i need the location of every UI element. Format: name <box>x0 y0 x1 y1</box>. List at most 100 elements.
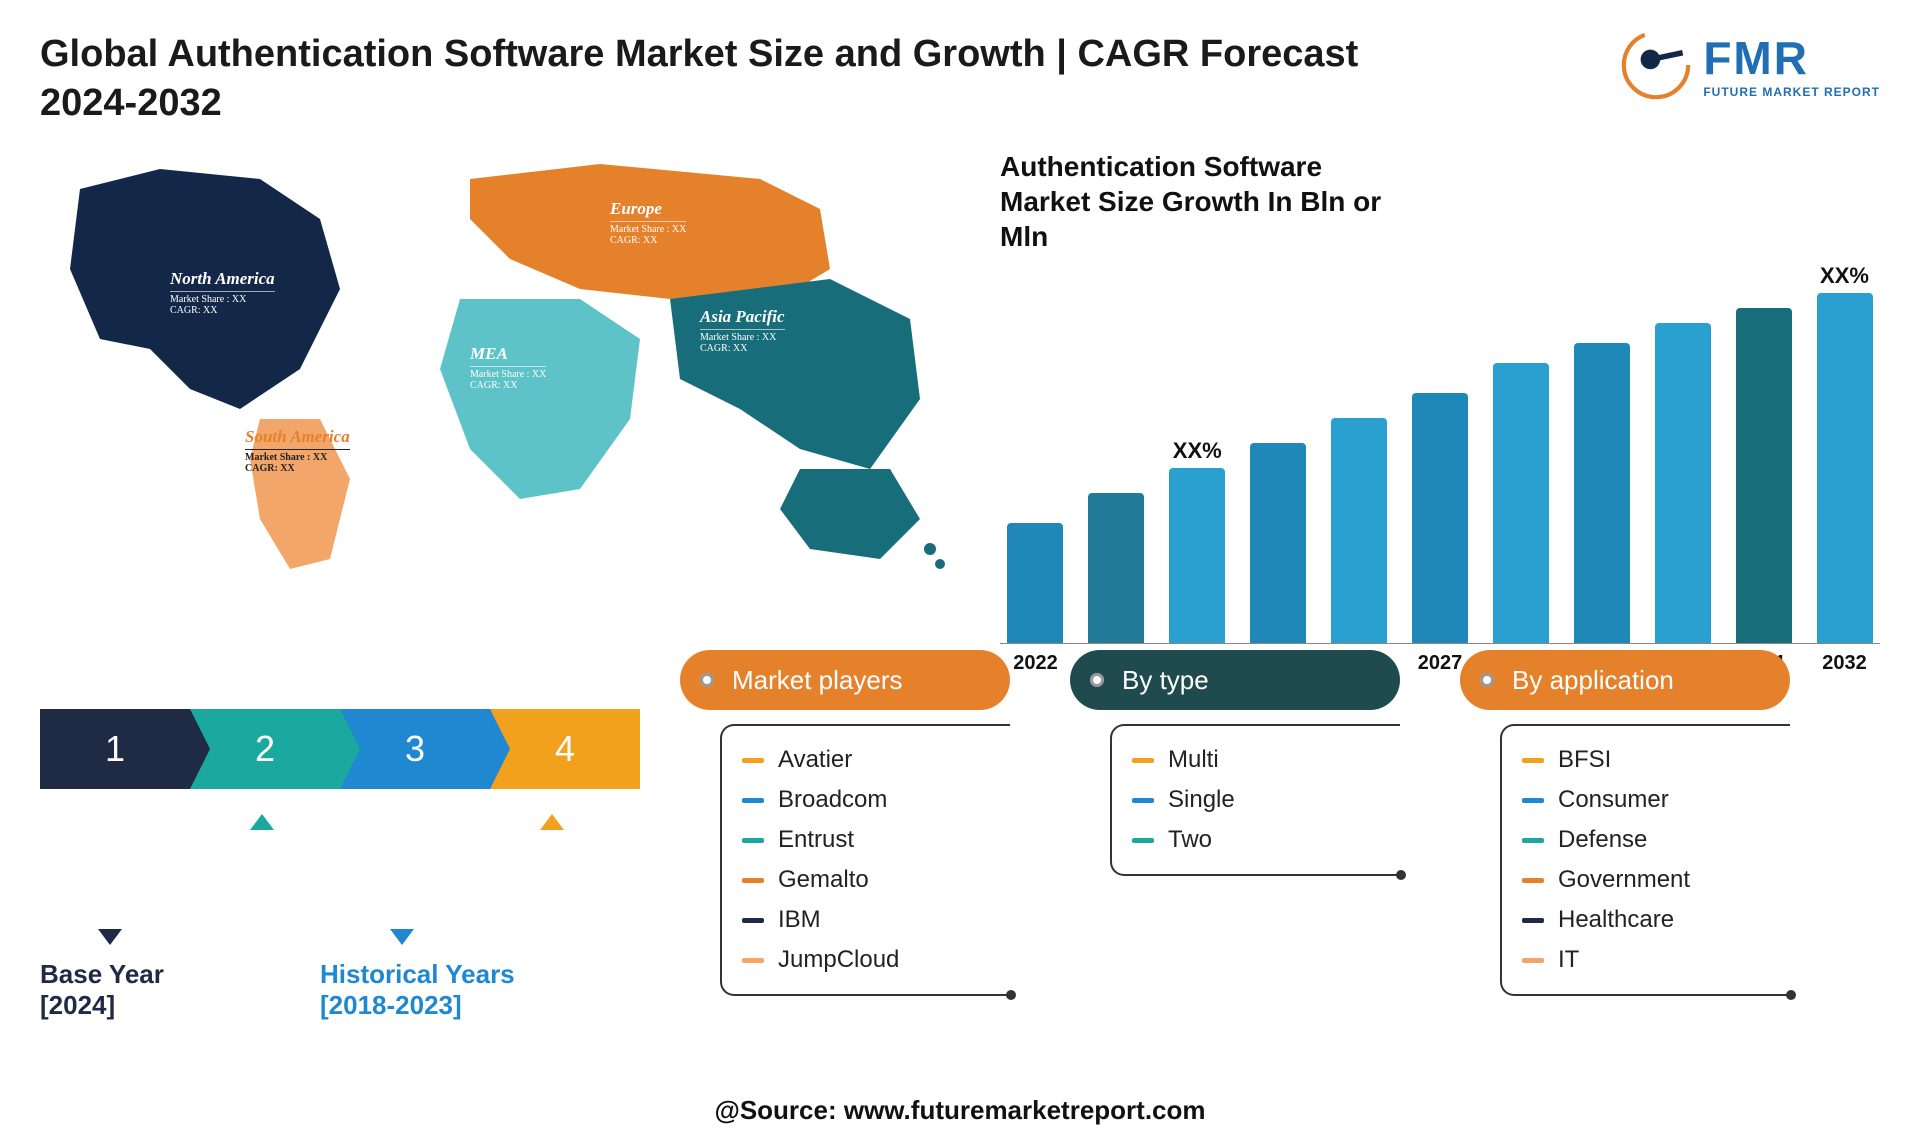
category-title: By type <box>1122 665 1209 696</box>
bar <box>1493 363 1549 643</box>
category-item: Healthcare <box>1522 900 1790 940</box>
title-line-2: 2024-2032 <box>40 82 222 124</box>
dash-icon <box>1522 758 1544 763</box>
bar-chart: XX% XX% <box>1000 264 1880 644</box>
category: By applicationBFSIConsumerDefenseGovernm… <box>1460 650 1790 996</box>
category-item: IT <box>1522 940 1790 980</box>
dash-icon <box>1132 798 1154 803</box>
dash-icon <box>1132 758 1154 763</box>
category-pill: By application <box>1460 650 1790 710</box>
pointer-down-icon <box>390 929 414 945</box>
category-title: Market players <box>732 665 903 696</box>
map-label-sa: South America Market Share : XXCAGR: XX <box>245 427 350 474</box>
map-label-na: North America Market Share : XXCAGR: XX <box>170 269 275 316</box>
bar-wrap <box>1647 293 1718 643</box>
category-item-label: Single <box>1168 786 1235 814</box>
bar-annotation: XX% <box>1820 263 1869 287</box>
bar <box>1736 308 1792 643</box>
dash-icon <box>742 918 764 923</box>
category-item: Entrust <box>742 820 1010 860</box>
dash-icon <box>742 958 764 963</box>
map-label-ap: Asia Pacific Market Share : XXCAGR: XX <box>700 307 785 354</box>
category-item: Defense <box>1522 820 1790 860</box>
timeline-step: 4 <box>490 709 640 789</box>
category-item-label: Gemalto <box>778 866 869 894</box>
timeline: Forecast Years[2024-2032] CAGRXX%% 1234 … <box>40 709 640 789</box>
dash-icon <box>742 798 764 803</box>
category-items: BFSIConsumerDefenseGovernmentHealthcareI… <box>1522 740 1790 980</box>
category-item: Gemalto <box>742 860 1010 900</box>
bar-wrap: XX% <box>1162 438 1233 643</box>
dash-icon <box>1522 958 1544 963</box>
bullet-icon <box>1090 673 1104 687</box>
category-item: Multi <box>1132 740 1400 780</box>
header: Global Authentication Software Market Si… <box>40 30 1880 129</box>
categories: Market players Avatier Broadcom Entrust Gema… <box>680 650 1790 996</box>
category-item: Two <box>1132 820 1400 860</box>
chart-title: Authentication Software Market Size Grow… <box>1000 149 1420 254</box>
category-pill: Market players <box>680 650 1010 710</box>
tl-historical-label: Historical Years[2018-2023] <box>320 959 515 1021</box>
bullet-icon <box>700 673 714 687</box>
category: Market players Avatier Broadcom Entrust Gema… <box>680 650 1010 996</box>
page-title: Global Authentication Software Market Si… <box>40 30 1358 129</box>
dash-icon <box>742 838 764 843</box>
bar-annotation: XX% <box>1173 438 1222 462</box>
category-item-label: JumpCloud <box>778 946 899 974</box>
category-item: Government <box>1522 860 1790 900</box>
bar-wrap <box>1405 363 1476 643</box>
category-item-label: Two <box>1168 826 1212 854</box>
category-item-label: IBM <box>778 906 821 934</box>
bar <box>1331 418 1387 643</box>
logo-icon <box>1621 30 1691 100</box>
timeline-step: 1 <box>40 709 190 789</box>
bar-wrap <box>1324 388 1395 643</box>
bar-wrap <box>1485 333 1556 643</box>
dash-icon <box>1132 838 1154 843</box>
category-item-label: Defense <box>1558 826 1647 854</box>
category-item-label: Multi <box>1168 746 1219 774</box>
pointer-down-icon <box>98 929 122 945</box>
world-map: North America Market Share : XXCAGR: XX … <box>40 149 960 579</box>
category-bracket: Avatier Broadcom Entrust Gemalto IBM JumpClou… <box>720 724 1010 996</box>
bullet-icon <box>1480 673 1494 687</box>
timeline-step: 3 <box>340 709 490 789</box>
bar-wrap <box>1728 278 1799 643</box>
dash-icon <box>742 878 764 883</box>
category-bracket: BFSIConsumerDefenseGovernmentHealthcareI… <box>1500 724 1790 996</box>
bar <box>1250 443 1306 643</box>
logo-sub: FUTURE MARKET REPORT <box>1703 85 1880 99</box>
bar-wrap <box>1566 313 1637 643</box>
category-item-label: Entrust <box>778 826 854 854</box>
timeline-step: 2 <box>190 709 340 789</box>
title-line-1: Global Authentication Software Market Si… <box>40 33 1358 75</box>
category-item-label: Avatier <box>778 746 852 774</box>
map-label-eu: Europe Market Share : XXCAGR: XX <box>610 199 686 246</box>
category-bracket: Multi Single Two <box>1110 724 1400 876</box>
bar <box>1007 523 1063 643</box>
bar <box>1574 343 1630 643</box>
category-item-label: Broadcom <box>778 786 887 814</box>
category-item: Single <box>1132 780 1400 820</box>
category-item-label: Healthcare <box>1558 906 1674 934</box>
dash-icon <box>1522 838 1544 843</box>
category-item: Consumer <box>1522 780 1790 820</box>
bar-wrap: XX% <box>1809 263 1880 643</box>
tl-base-label: Base Year[2024] <box>40 959 164 1021</box>
pointer-up-icon <box>250 814 274 830</box>
category-items: Avatier Broadcom Entrust Gemalto IBM JumpClou… <box>742 740 1010 980</box>
category-item-label: Government <box>1558 866 1690 894</box>
bar <box>1169 468 1225 643</box>
bar <box>1088 493 1144 643</box>
category-item: JumpCloud <box>742 940 1010 980</box>
bar-wrap <box>1081 463 1152 643</box>
bar-year-label: 2032 <box>1809 652 1880 675</box>
category-item: Avatier <box>742 740 1010 780</box>
category-item-label: Consumer <box>1558 786 1669 814</box>
dash-icon <box>1522 878 1544 883</box>
bar <box>1817 293 1873 643</box>
logo-main: FMR <box>1703 31 1880 85</box>
source-attribution: @Source: www.futuremarketreport.com <box>714 1095 1205 1126</box>
bar <box>1412 393 1468 643</box>
category: By type Multi Single Two <box>1070 650 1400 996</box>
